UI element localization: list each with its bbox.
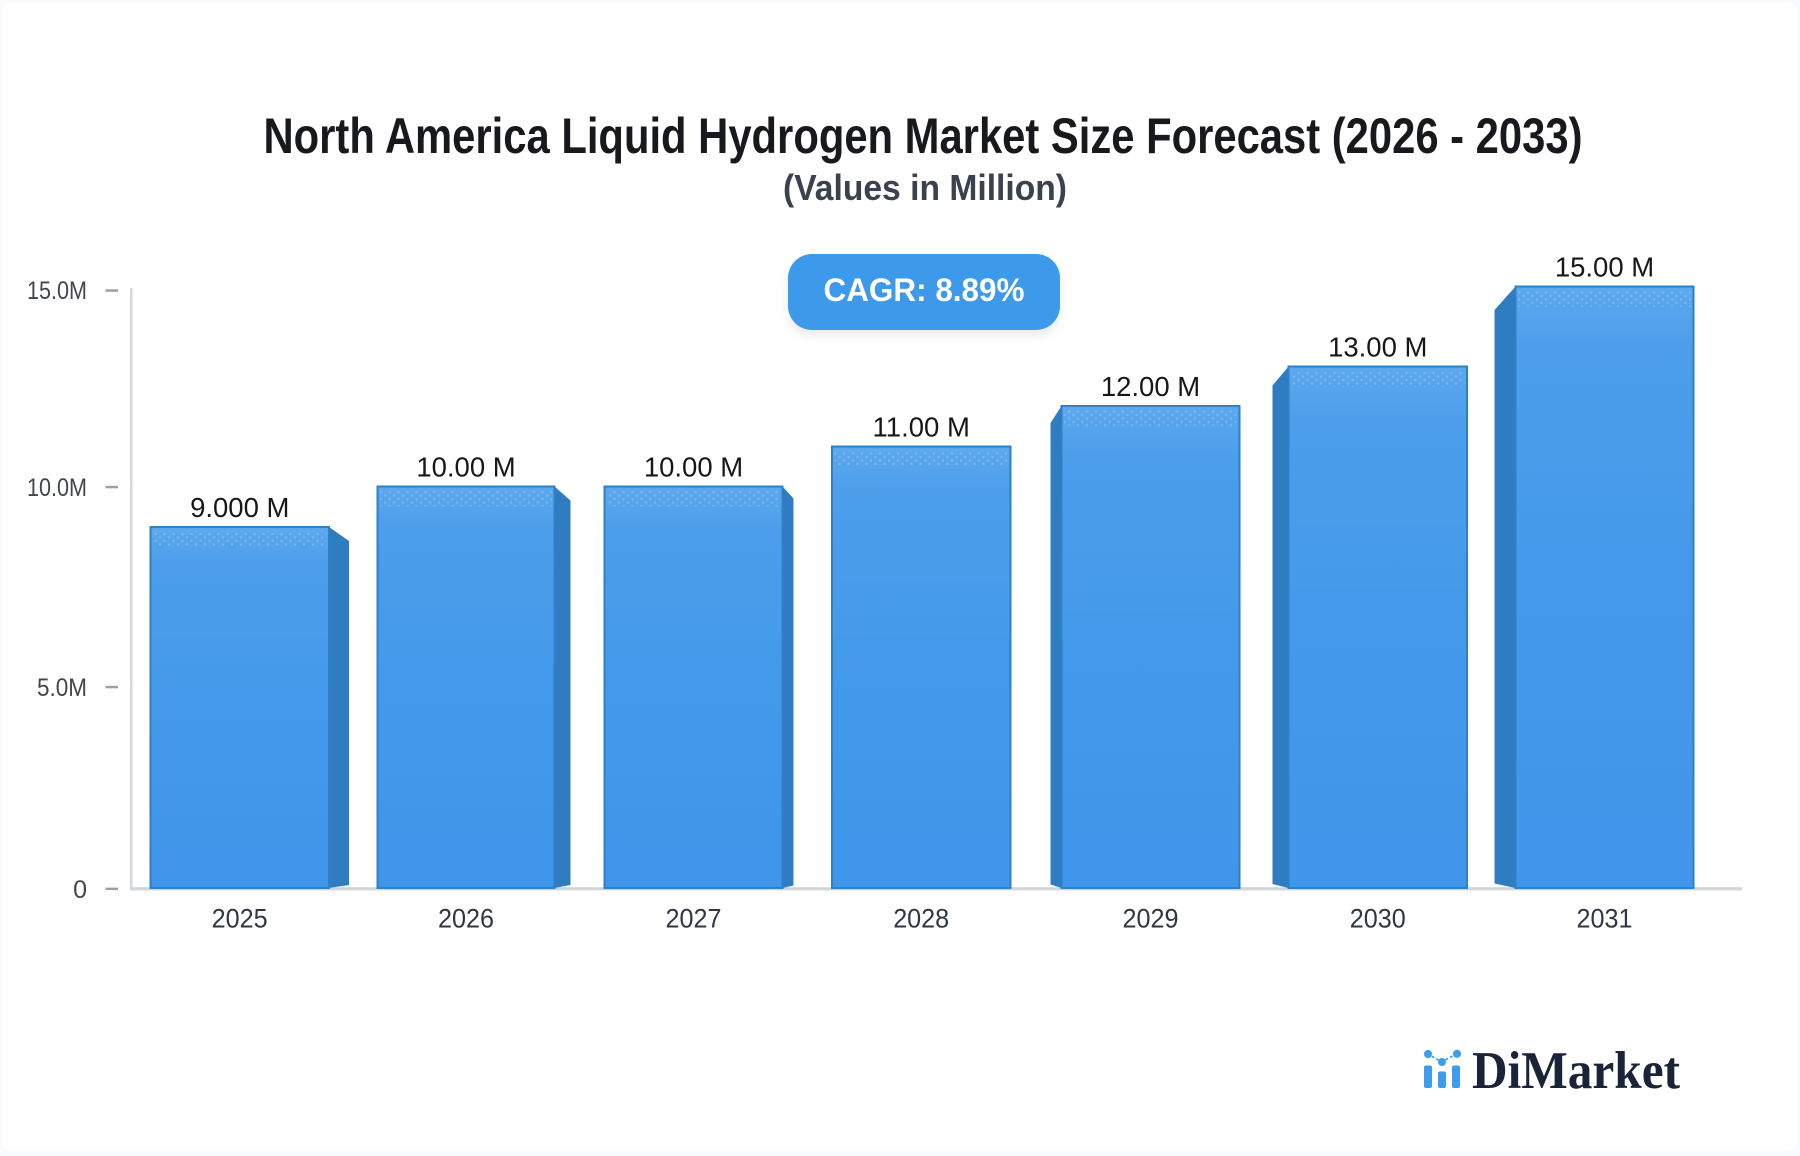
svg-text:15.00 M: 15.00 M [1555,252,1654,283]
svg-text:2030: 2030 [1350,904,1406,934]
svg-text:2028: 2028 [893,904,949,934]
svg-text:15.0M: 15.0M [27,277,87,305]
svg-text:12.00 M: 12.00 M [1101,371,1200,402]
svg-text:5.0M: 5.0M [37,674,87,702]
svg-text:2026: 2026 [438,904,494,934]
svg-text:0: 0 [73,876,87,904]
svg-text:13.00 M: 13.00 M [1328,332,1427,363]
svg-text:11.00 M: 11.00 M [873,412,970,443]
svg-text:(Values in Million): (Values in Million) [783,167,1067,208]
svg-text:North America Liquid Hydrogen: North America Liquid Hydrogen Market Siz… [264,108,1583,164]
svg-text:10.00 M: 10.00 M [644,452,743,483]
svg-text:2031: 2031 [1577,904,1633,934]
svg-text:9.000 M: 9.000 M [190,492,289,523]
svg-text:CAGR: 8.89%: CAGR: 8.89% [824,272,1025,308]
svg-text:10.00 M: 10.00 M [416,452,515,483]
svg-text:10.0M: 10.0M [27,474,87,502]
svg-text:2027: 2027 [666,904,722,934]
svg-text:2025: 2025 [212,904,268,934]
svg-text:2029: 2029 [1123,904,1179,934]
svg-text:DiMarket: DiMarket [1472,1042,1680,1100]
